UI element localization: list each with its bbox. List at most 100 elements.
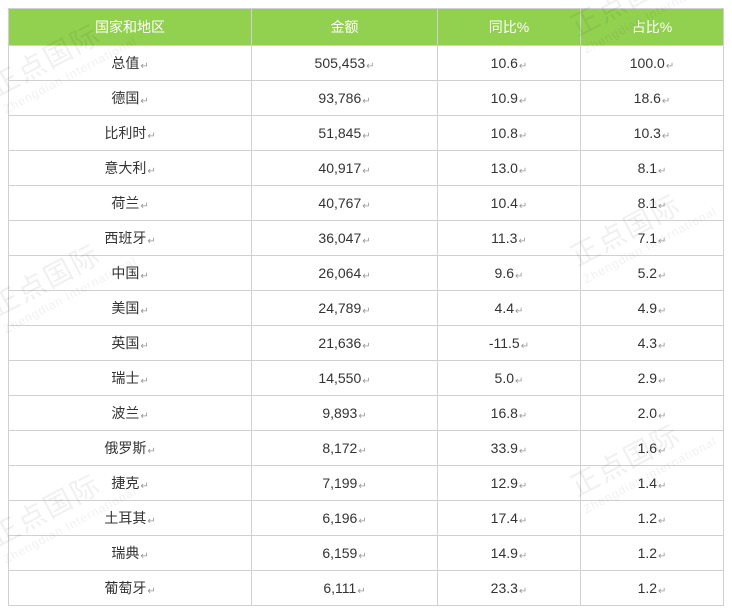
- enter-mark-icon: ↵: [658, 516, 666, 527]
- data-table-container: 正点国际Zhengdian International 正点国际Zhengdia…: [8, 8, 724, 606]
- table-row: 英国↵21,636↵-11.5↵4.3↵: [9, 326, 724, 361]
- enter-mark-icon: ↵: [147, 166, 155, 177]
- cell-country: 英国↵: [9, 326, 252, 361]
- table-header: 国家和地区 金额 同比% 占比%: [9, 9, 724, 46]
- cell-share: 8.1↵: [580, 151, 723, 186]
- cell-country: 捷克↵: [9, 466, 252, 501]
- cell-yoy: 13.0↵: [437, 151, 580, 186]
- enter-mark-icon: ↵: [518, 236, 526, 247]
- cell-value: 1.2: [638, 545, 657, 561]
- cell-value: 总值: [111, 53, 139, 73]
- header-amount: 金额: [252, 9, 438, 46]
- enter-mark-icon: ↵: [519, 481, 527, 492]
- cell-country: 土耳其↵: [9, 501, 252, 536]
- enter-mark-icon: ↵: [366, 61, 374, 72]
- table-row: 瑞士↵14,550↵5.0↵2.9↵: [9, 361, 724, 396]
- cell-value: 瑞士: [111, 368, 139, 388]
- enter-mark-icon: ↵: [515, 306, 523, 317]
- cell-value: 捷克: [111, 473, 139, 493]
- cell-value: 2.9: [638, 370, 657, 386]
- cell-share: 1.2↵: [580, 501, 723, 536]
- cell-value: 波兰: [111, 403, 139, 423]
- cell-value: 4.4: [495, 300, 514, 316]
- enter-mark-icon: ↵: [147, 586, 155, 597]
- cell-country: 美国↵: [9, 291, 252, 326]
- enter-mark-icon: ↵: [658, 166, 666, 177]
- cell-country: 德国↵: [9, 81, 252, 116]
- cell-value: 瑞典: [111, 543, 139, 563]
- enter-mark-icon: ↵: [147, 516, 155, 527]
- cell-value: 10.4: [491, 195, 518, 211]
- enter-mark-icon: ↵: [658, 586, 666, 597]
- cell-amount: 8,172↵: [252, 431, 438, 466]
- enter-mark-icon: ↵: [658, 411, 666, 422]
- cell-amount: 505,453↵: [252, 46, 438, 81]
- enter-mark-icon: ↵: [140, 481, 148, 492]
- cell-value: 10.9: [491, 90, 518, 106]
- cell-value: 中国: [111, 263, 139, 283]
- cell-value: 100.0: [630, 55, 665, 71]
- table-row: 中国↵26,064↵9.6↵5.2↵: [9, 256, 724, 291]
- cell-share: 4.9↵: [580, 291, 723, 326]
- cell-value: 1.4: [638, 475, 657, 491]
- enter-mark-icon: ↵: [362, 96, 370, 107]
- header-share: 占比%: [580, 9, 723, 46]
- cell-country: 瑞士↵: [9, 361, 252, 396]
- cell-value: 4.3: [638, 335, 657, 351]
- cell-value: 7,199: [322, 475, 357, 491]
- cell-amount: 24,789↵: [252, 291, 438, 326]
- cell-yoy: 17.4↵: [437, 501, 580, 536]
- cell-share: 2.0↵: [580, 396, 723, 431]
- enter-mark-icon: ↵: [521, 341, 529, 352]
- cell-value: 12.9: [491, 475, 518, 491]
- enter-mark-icon: ↵: [147, 131, 155, 142]
- cell-amount: 51,845↵: [252, 116, 438, 151]
- cell-value: 德国: [111, 88, 139, 108]
- cell-value: 荷兰: [111, 193, 139, 213]
- cell-yoy: 23.3↵: [437, 571, 580, 606]
- cell-value: 18.6: [634, 90, 661, 106]
- cell-country: 俄罗斯↵: [9, 431, 252, 466]
- cell-share: 4.3↵: [580, 326, 723, 361]
- enter-mark-icon: ↵: [662, 96, 670, 107]
- table-row: 瑞典↵6,159↵14.9↵1.2↵: [9, 536, 724, 571]
- cell-amount: 93,786↵: [252, 81, 438, 116]
- enter-mark-icon: ↵: [658, 201, 666, 212]
- cell-value: 14.9: [491, 545, 518, 561]
- cell-share: 5.2↵: [580, 256, 723, 291]
- enter-mark-icon: ↵: [140, 341, 148, 352]
- enter-mark-icon: ↵: [666, 61, 674, 72]
- cell-value: 6,196: [322, 510, 357, 526]
- cell-value: 美国: [111, 298, 139, 318]
- enter-mark-icon: ↵: [658, 376, 666, 387]
- enter-mark-icon: ↵: [519, 516, 527, 527]
- enter-mark-icon: ↵: [140, 201, 148, 212]
- cell-share: 10.3↵: [580, 116, 723, 151]
- cell-yoy: 14.9↵: [437, 536, 580, 571]
- cell-value: 比利时: [104, 123, 146, 143]
- cell-yoy: 12.9↵: [437, 466, 580, 501]
- cell-value: 英国: [111, 333, 139, 353]
- cell-amount: 21,636↵: [252, 326, 438, 361]
- data-table: 国家和地区 金额 同比% 占比% 总值↵505,453↵10.6↵100.0↵德…: [8, 8, 724, 606]
- cell-amount: 36,047↵: [252, 221, 438, 256]
- header-country: 国家和地区: [9, 9, 252, 46]
- enter-mark-icon: ↵: [515, 271, 523, 282]
- cell-value: 23.3: [491, 580, 518, 596]
- enter-mark-icon: ↵: [140, 96, 148, 107]
- enter-mark-icon: ↵: [140, 411, 148, 422]
- enter-mark-icon: ↵: [519, 586, 527, 597]
- cell-share: 1.4↵: [580, 466, 723, 501]
- cell-value: 10.6: [491, 55, 518, 71]
- cell-amount: 6,196↵: [252, 501, 438, 536]
- enter-mark-icon: ↵: [658, 306, 666, 317]
- cell-yoy: -11.5↵: [437, 326, 580, 361]
- cell-share: 1.2↵: [580, 536, 723, 571]
- cell-yoy: 5.0↵: [437, 361, 580, 396]
- cell-country: 波兰↵: [9, 396, 252, 431]
- enter-mark-icon: ↵: [519, 446, 527, 457]
- cell-country: 瑞典↵: [9, 536, 252, 571]
- cell-value: 40,767: [318, 195, 361, 211]
- cell-value: 2.0: [638, 405, 657, 421]
- cell-amount: 26,064↵: [252, 256, 438, 291]
